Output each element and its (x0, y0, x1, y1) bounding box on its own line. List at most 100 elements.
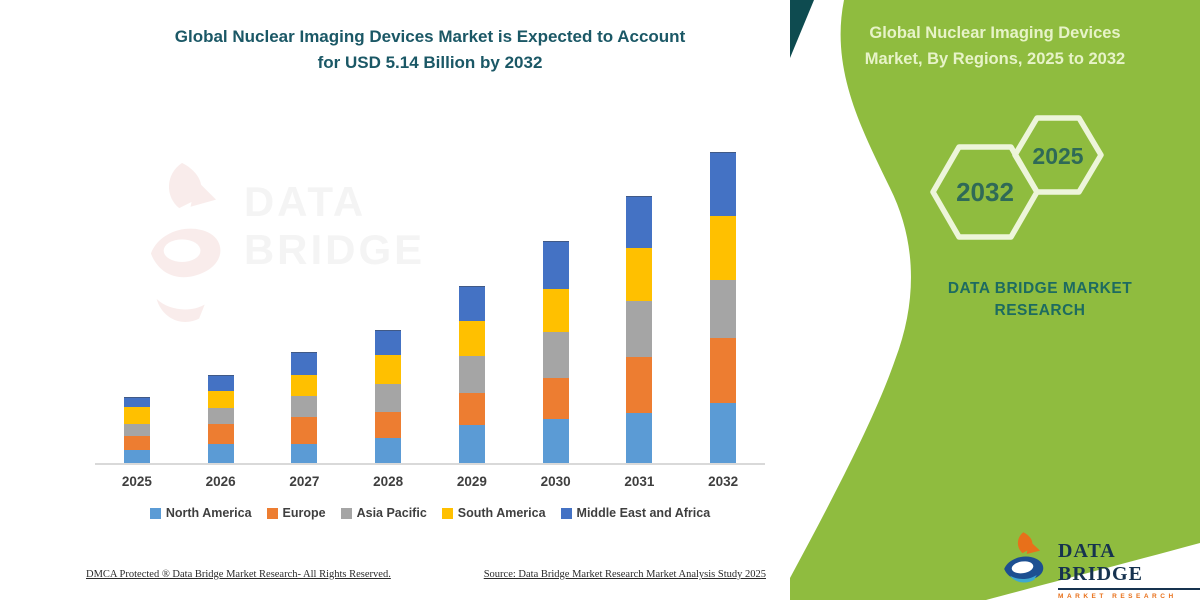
bar-segment-europe-2032 (710, 337, 737, 404)
side-panel-title: Global Nuclear Imaging Devices Market, B… (800, 20, 1190, 73)
legend-marker-north-america (149, 507, 161, 519)
footer-dmca-text: DMCA Protected ® Data Bridge Market Rese… (86, 569, 391, 580)
bar-column-2030 (514, 147, 598, 463)
stacked-bar-2027 (291, 352, 318, 463)
org-name-line2: RESEARCH (994, 302, 1086, 320)
bar-segment-north-america-2029 (458, 424, 485, 463)
footer-source-text: Source: Data Bridge Market Research Mark… (483, 569, 766, 580)
legend-label-middle-east-and-africa: Middle East and Africa (576, 506, 711, 520)
company-logo-subtitle: MARKET RESEARCH (1058, 593, 1177, 600)
stacked-bar-2026 (207, 375, 234, 463)
legend-label-south-america: South America (457, 506, 546, 520)
stacked-bar-2032 (710, 152, 737, 463)
stacked-bar-2025 (123, 396, 150, 463)
x-axis-label-2026: 2026 (205, 474, 236, 489)
legend-marker-middle-east-and-africa (560, 507, 572, 519)
bar-segment-middle-east-and-africa-2025 (123, 396, 150, 408)
legend-label-asia-pacific: Asia Pacific (356, 506, 427, 520)
bar-segment-europe-2029 (458, 393, 485, 425)
bar-column-2027 (263, 147, 347, 463)
bar-segment-south-america-2027 (291, 375, 318, 396)
chart-title-line2: for USD 5.14 Billion by 2032 (317, 53, 543, 73)
org-name-line1: DATA BRIDGE MARKET (947, 280, 1133, 297)
company-logo: DATA BRIDGE MARKET RESEARCH (1000, 528, 1200, 600)
side-panel-title-line1: Global Nuclear Imaging Devices (869, 24, 1121, 42)
bar-segment-asia-pacific-2028 (375, 383, 402, 412)
legend-label-europe: Europe (282, 506, 326, 520)
bar-column-2032 (681, 147, 765, 463)
stacked-bar-2030 (542, 240, 569, 463)
legend-marker-south-america (441, 507, 453, 519)
bar-segment-europe-2030 (542, 377, 569, 420)
org-name: DATA BRIDGE MARKET RESEARCH (870, 278, 1200, 323)
legend-item-asia-pacific: Asia Pacific (340, 506, 427, 520)
chart-title-line1: Global Nuclear Imaging Devices Market is… (174, 27, 686, 46)
bar-segment-middle-east-and-africa-2026 (207, 375, 234, 392)
legend-label-north-america: North America (165, 506, 252, 520)
bar-segment-north-america-2031 (626, 412, 653, 463)
bar-segment-north-america-2030 (542, 419, 569, 463)
bar-segment-south-america-2026 (207, 391, 234, 408)
bar-segment-europe-2028 (375, 411, 402, 438)
bar-segment-asia-pacific-2027 (291, 395, 318, 418)
stacked-bar-2029 (458, 286, 485, 463)
bar-segment-middle-east-and-africa-2029 (458, 286, 485, 321)
chart-title: Global Nuclear Imaging Devices Market is… (60, 24, 800, 77)
side-panel-title-line2: Market, By Regions, 2025 to 2032 (864, 50, 1126, 69)
company-logo-icon (1004, 532, 1044, 583)
bar-segment-asia-pacific-2032 (710, 279, 737, 338)
bar-segment-middle-east-and-africa-2027 (291, 352, 318, 376)
x-axis-label-2032: 2032 (708, 474, 739, 489)
bar-column-2031 (598, 147, 682, 463)
bar-column-2025 (95, 147, 179, 463)
bar-segment-europe-2031 (626, 357, 653, 413)
bar-segment-north-america-2028 (375, 437, 402, 463)
bar-segment-north-america-2025 (123, 450, 150, 463)
legend-item-north-america: North America (149, 506, 252, 520)
bar-segment-north-america-2026 (207, 444, 234, 463)
x-axis-label-2030: 2030 (540, 474, 571, 489)
hexagon-year-2025: 2025 (1032, 143, 1083, 169)
bar-segment-south-america-2031 (626, 248, 653, 302)
bar-segment-middle-east-and-africa-2028 (375, 330, 402, 356)
x-axis-labels: 2025 2026 2027 2028 2029 2030 2031 2032 (95, 474, 765, 489)
bar-segment-asia-pacific-2025 (123, 424, 150, 437)
side-panel: 2032 2025 Global Nuclear Imaging Devices… (790, 0, 1200, 600)
x-axis-label-2025: 2025 (121, 474, 152, 489)
bar-segment-europe-2026 (207, 424, 234, 445)
bar-segment-north-america-2027 (291, 443, 318, 463)
bar-segment-south-america-2028 (375, 355, 402, 384)
bar-segment-south-america-2029 (458, 320, 485, 356)
hexagon-year-2032: 2032 (956, 177, 1014, 207)
bars-row (95, 147, 765, 465)
legend: North America Europe Asia Pacific South Ame… (95, 506, 765, 520)
bar-column-2029 (430, 147, 514, 463)
stacked-bar-2031 (626, 196, 653, 463)
bar-segment-middle-east-and-africa-2030 (542, 240, 569, 289)
bar-segment-north-america-2032 (710, 403, 737, 463)
footer: DMCA Protected ® Data Bridge Market Rese… (60, 569, 766, 580)
hexagon-2025 (1012, 115, 1104, 195)
bar-column-2026 (179, 147, 263, 463)
legend-marker-asia-pacific (340, 507, 352, 519)
bar-segment-asia-pacific-2026 (207, 407, 234, 425)
bar-segment-europe-2025 (123, 436, 150, 451)
legend-marker-europe (266, 507, 278, 519)
corner-accent-triangle (790, 0, 814, 58)
bar-segment-asia-pacific-2031 (626, 301, 653, 358)
stacked-bar-2028 (375, 330, 402, 463)
legend-item-europe: Europe (266, 506, 326, 520)
bar-segment-europe-2027 (291, 417, 318, 444)
company-logo-name: DATA BRIDGE (1058, 540, 1200, 590)
bar-segment-asia-pacific-2029 (458, 355, 485, 394)
bar-segment-middle-east-and-africa-2032 (710, 152, 737, 216)
bar-segment-south-america-2030 (542, 288, 569, 333)
bar-column-2028 (346, 147, 430, 463)
x-axis-label-2028: 2028 (373, 474, 404, 489)
side-panel-background: 2032 2025 (790, 0, 1200, 600)
x-axis-label-2029: 2029 (456, 474, 487, 489)
bar-segment-asia-pacific-2030 (542, 332, 569, 378)
bar-segment-south-america-2025 (123, 407, 150, 425)
legend-item-south-america: South America (441, 506, 546, 520)
